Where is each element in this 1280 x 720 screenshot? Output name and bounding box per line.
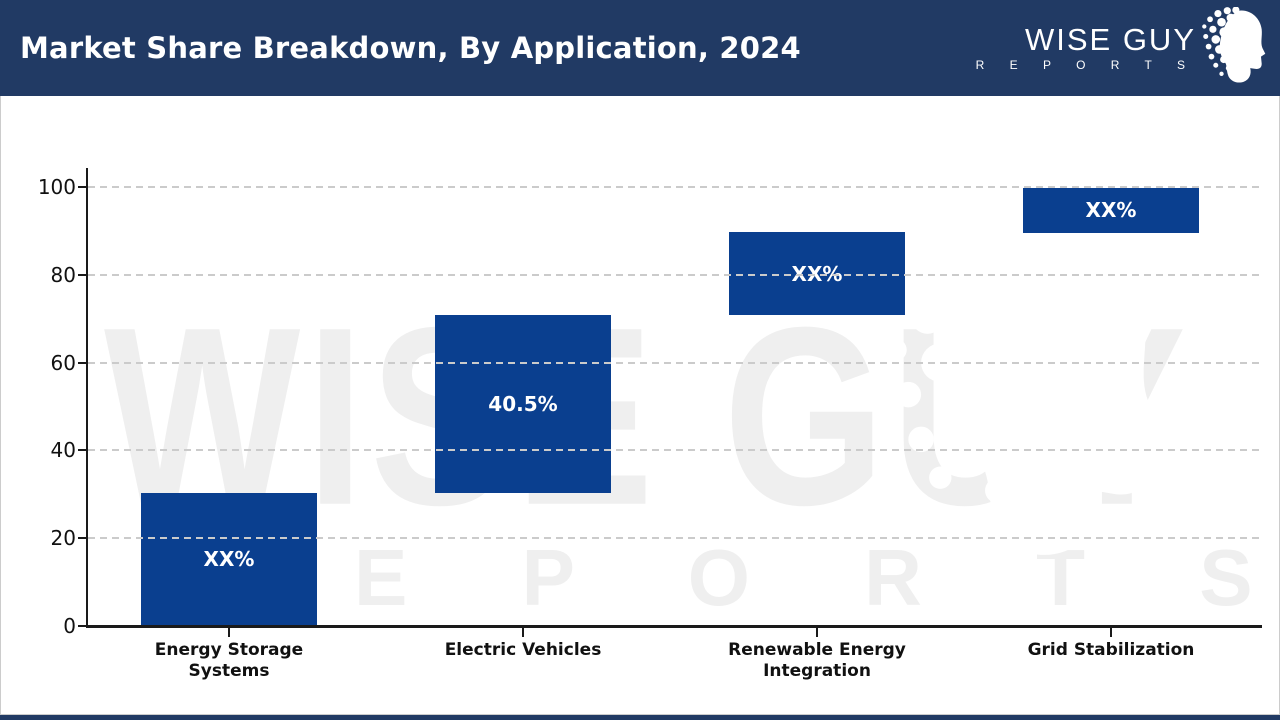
y-tick-label-40: 40 <box>50 438 76 463</box>
x-category-label-grid-stabilization: Grid Stabilization <box>1027 640 1195 660</box>
y-tick-mark-80 <box>78 273 87 276</box>
logo-subtitle: R E P O R T S <box>975 57 1196 72</box>
y-tick-mark-20 <box>78 537 87 540</box>
footer-bar <box>0 715 1280 720</box>
bar-value-label-renewable-energy-integration: XX% <box>791 261 843 286</box>
y-tick-label-100: 100 <box>37 175 76 199</box>
page-title: Market Share Breakdown, By Application, … <box>20 31 801 65</box>
y-tick-label-60: 60 <box>50 350 76 375</box>
y-tick-label-0: 0 <box>63 614 76 638</box>
x-tick-mark-renewable-energy-integration <box>816 628 818 637</box>
gridline-40 <box>88 449 1262 452</box>
x-tick-mark-grid-stabilization <box>1110 628 1112 637</box>
bar-electric-vehicles: 40.5% <box>435 315 611 493</box>
bar-grid-stabilization: XX% <box>1023 188 1199 233</box>
bar-value-label-energy-storage-systems: XX% <box>203 547 255 572</box>
gridline-20 <box>88 537 1262 540</box>
y-tick-mark-60 <box>78 361 87 364</box>
x-axis-line <box>86 625 1262 628</box>
y-tick-mark-0 <box>78 625 87 627</box>
bar-value-label-electric-vehicles: 40.5% <box>488 392 558 417</box>
x-category-label-energy-storage-systems: Energy Storage Systems <box>154 640 304 681</box>
logo-wordmark: WISE GUY <box>1024 21 1196 57</box>
x-category-label-renewable-energy-integration: Renewable Energy Integration <box>728 640 906 681</box>
header-bar: Market Share Breakdown, By Application, … <box>0 0 1280 96</box>
bar-energy-storage-systems: XX% <box>141 492 317 626</box>
x-tick-mark-electric-vehicles <box>522 628 524 637</box>
x-tick-mark-energy-storage-systems <box>228 628 230 637</box>
y-tick-label-80: 80 <box>50 262 76 287</box>
bar-value-label-grid-stabilization: XX% <box>1085 198 1137 223</box>
y-axis-line <box>86 168 88 628</box>
logo-text: WISE GUY R E P O R T S <box>972 21 1196 72</box>
y-tick-mark-40 <box>78 449 87 452</box>
x-category-label-electric-vehicles: Electric Vehicles <box>444 640 602 660</box>
wiseguy-head-icon <box>1202 7 1266 83</box>
bar-renewable-energy-integration: XX% <box>729 232 905 316</box>
gridline-80 <box>88 273 1262 276</box>
y-tick-mark-100 <box>78 186 87 188</box>
gridline-60 <box>88 361 1262 364</box>
watermark-subtitle: R E P O R T S <box>182 533 1280 622</box>
y-tick-label-20: 20 <box>50 526 76 551</box>
gridline-100 <box>88 186 1262 188</box>
wiseguy-logo: WISE GUY R E P O R T S <box>972 7 1266 89</box>
